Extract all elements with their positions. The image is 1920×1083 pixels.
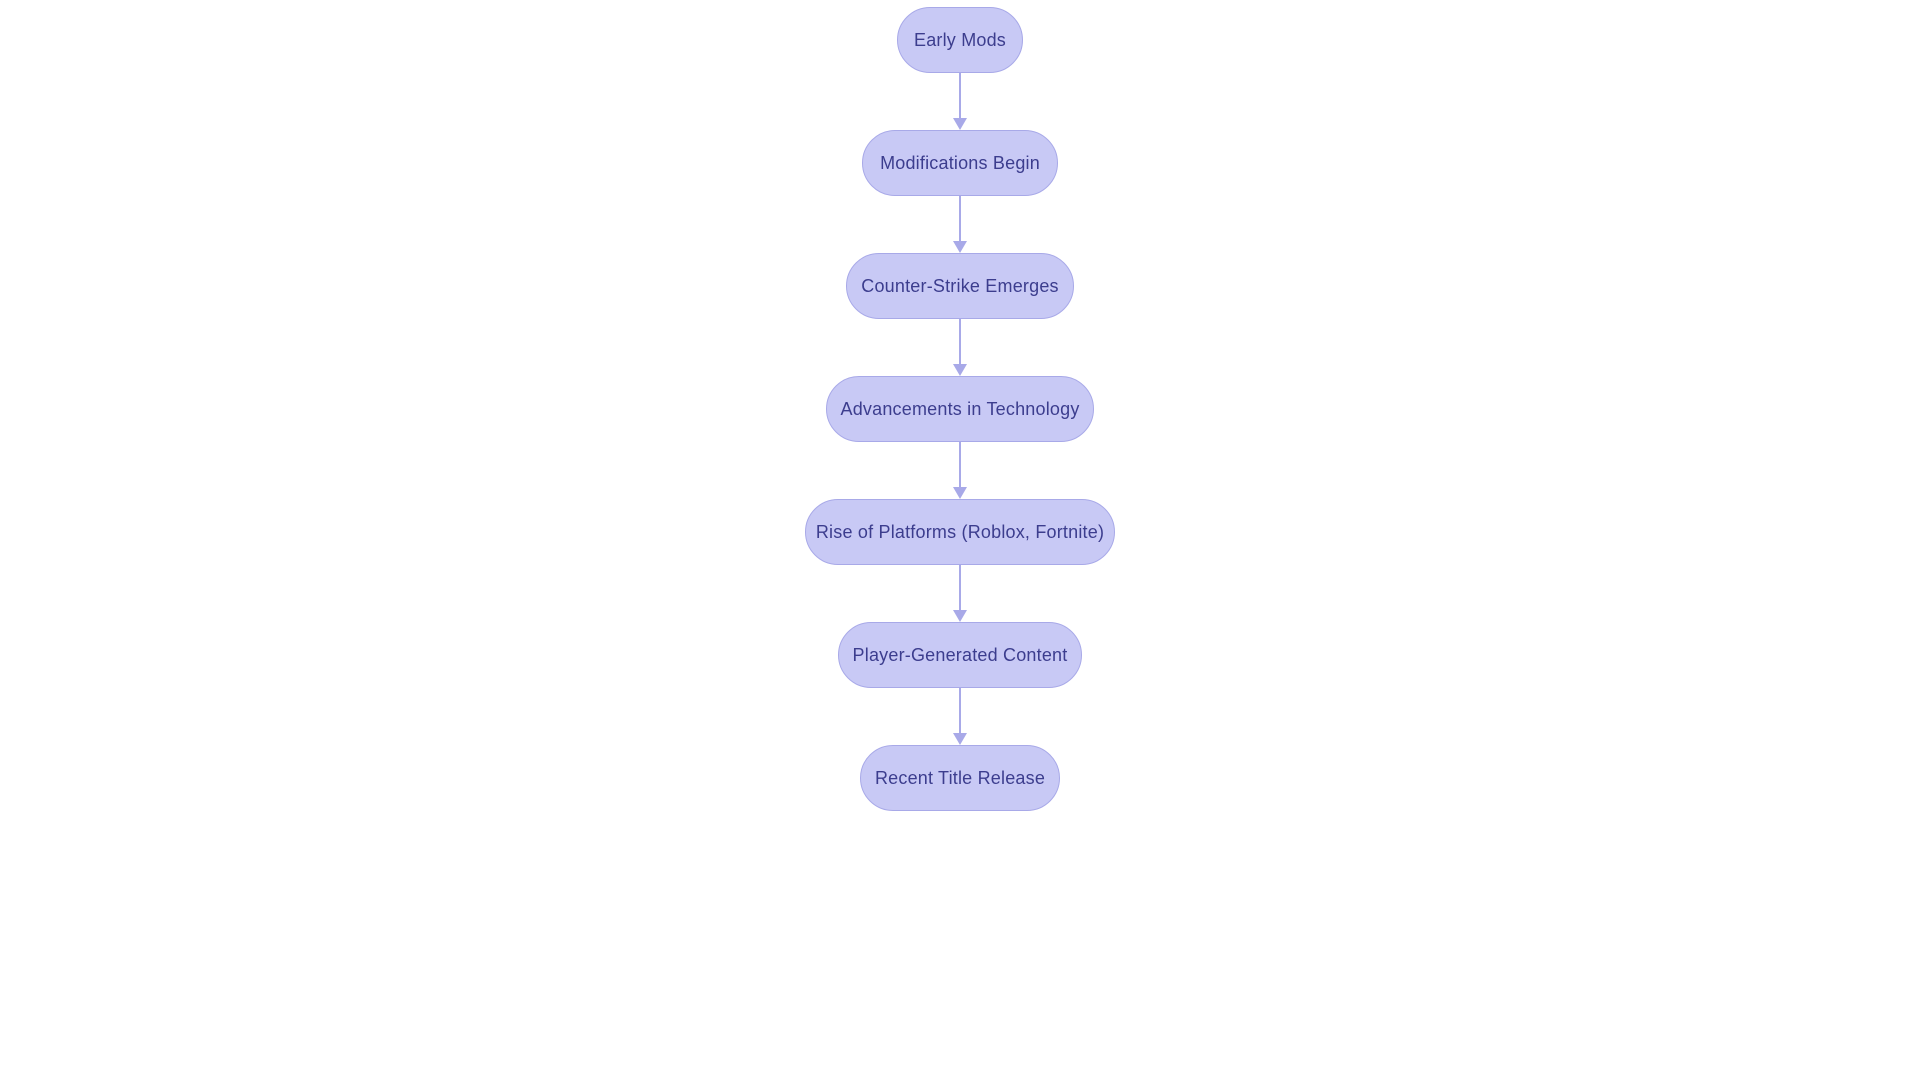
- node-label: Early Mods: [914, 30, 1006, 51]
- connector-line: [959, 565, 961, 610]
- arrow-head-icon: [953, 733, 967, 745]
- connector-line: [959, 196, 961, 241]
- node-label: Advancements in Technology: [841, 399, 1080, 420]
- flowchart-connector: [953, 319, 967, 376]
- flowchart-node-5: Rise of Platforms (Roblox, Fortnite): [805, 499, 1115, 565]
- node-label: Player-Generated Content: [853, 645, 1068, 666]
- flowchart-node-1: Early Mods: [897, 7, 1023, 73]
- arrow-head-icon: [953, 487, 967, 499]
- flowchart-connector: [953, 73, 967, 130]
- node-label: Recent Title Release: [875, 768, 1045, 789]
- node-label: Modifications Begin: [880, 153, 1040, 174]
- flowchart-connector: [953, 565, 967, 622]
- flowchart-node-3: Counter-Strike Emerges: [846, 253, 1074, 319]
- flowchart-connector: [953, 196, 967, 253]
- node-label: Rise of Platforms (Roblox, Fortnite): [816, 522, 1104, 543]
- arrow-head-icon: [953, 118, 967, 130]
- connector-line: [959, 442, 961, 487]
- flowchart-node-4: Advancements in Technology: [826, 376, 1094, 442]
- arrow-head-icon: [953, 610, 967, 622]
- node-label: Counter-Strike Emerges: [861, 276, 1058, 297]
- flowchart-node-7: Recent Title Release: [860, 745, 1060, 811]
- flowchart-node-6: Player-Generated Content: [838, 622, 1082, 688]
- arrow-head-icon: [953, 364, 967, 376]
- flowchart-connector: [953, 442, 967, 499]
- connector-line: [959, 688, 961, 733]
- arrow-head-icon: [953, 241, 967, 253]
- flowchart-container: Early Mods Modifications Begin Counter-S…: [805, 7, 1115, 811]
- connector-line: [959, 319, 961, 364]
- connector-line: [959, 73, 961, 118]
- flowchart-node-2: Modifications Begin: [862, 130, 1058, 196]
- flowchart-connector: [953, 688, 967, 745]
